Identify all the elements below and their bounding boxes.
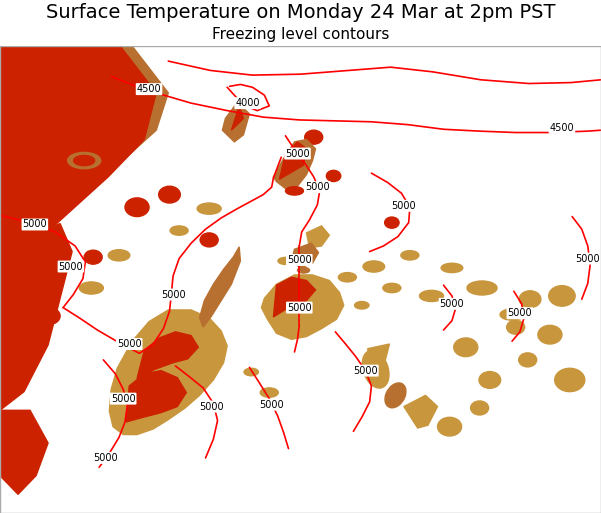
- Polygon shape: [222, 102, 249, 142]
- Ellipse shape: [500, 309, 524, 320]
- Ellipse shape: [441, 263, 463, 272]
- Ellipse shape: [385, 383, 406, 408]
- Text: 5000: 5000: [440, 299, 464, 309]
- Text: Freezing level contours: Freezing level contours: [212, 27, 389, 42]
- Text: 5000: 5000: [59, 262, 83, 271]
- Polygon shape: [137, 332, 198, 379]
- Ellipse shape: [285, 187, 304, 195]
- Ellipse shape: [74, 155, 95, 166]
- Text: 5000: 5000: [287, 255, 311, 265]
- Circle shape: [479, 371, 501, 388]
- Text: Surface Temperature on Monday 24 Mar at 2pm PST: Surface Temperature on Monday 24 Mar at …: [46, 4, 555, 23]
- Text: 5000: 5000: [285, 149, 310, 159]
- Polygon shape: [307, 226, 329, 248]
- Text: 5000: 5000: [508, 308, 532, 318]
- Circle shape: [84, 250, 102, 264]
- Text: 5000: 5000: [353, 366, 377, 376]
- Polygon shape: [404, 396, 438, 428]
- Circle shape: [125, 198, 149, 216]
- Text: 4500: 4500: [550, 123, 574, 133]
- Text: 5000: 5000: [305, 182, 329, 192]
- Ellipse shape: [467, 281, 497, 295]
- Polygon shape: [0, 410, 48, 495]
- Ellipse shape: [297, 267, 310, 273]
- Ellipse shape: [278, 258, 293, 264]
- Polygon shape: [273, 277, 316, 317]
- Circle shape: [555, 368, 585, 391]
- Text: 5000: 5000: [111, 393, 135, 404]
- Polygon shape: [231, 106, 243, 130]
- Ellipse shape: [383, 283, 401, 292]
- Circle shape: [519, 291, 541, 308]
- Circle shape: [454, 338, 478, 357]
- Text: 5000: 5000: [576, 253, 600, 264]
- Polygon shape: [273, 140, 316, 189]
- Ellipse shape: [419, 290, 444, 302]
- Ellipse shape: [260, 388, 278, 397]
- Polygon shape: [0, 224, 72, 410]
- Ellipse shape: [79, 282, 103, 294]
- Text: 5000: 5000: [117, 339, 141, 349]
- Circle shape: [538, 325, 562, 344]
- Circle shape: [305, 130, 323, 144]
- Text: 5000: 5000: [287, 303, 311, 312]
- Text: 5000: 5000: [93, 453, 117, 463]
- Text: 4000: 4000: [236, 98, 260, 108]
- Polygon shape: [261, 275, 344, 339]
- Polygon shape: [279, 142, 307, 179]
- Text: 5000: 5000: [392, 201, 416, 211]
- Circle shape: [549, 286, 575, 306]
- Ellipse shape: [401, 251, 419, 260]
- Circle shape: [326, 170, 341, 182]
- Ellipse shape: [338, 272, 356, 282]
- Polygon shape: [200, 247, 240, 327]
- Polygon shape: [291, 243, 319, 268]
- Circle shape: [159, 186, 180, 203]
- Polygon shape: [0, 46, 168, 224]
- Ellipse shape: [244, 368, 258, 376]
- Circle shape: [519, 353, 537, 367]
- Circle shape: [38, 308, 60, 324]
- Text: 5000: 5000: [260, 400, 284, 410]
- Ellipse shape: [363, 261, 385, 272]
- Ellipse shape: [197, 203, 221, 214]
- Polygon shape: [368, 344, 389, 370]
- Circle shape: [507, 320, 525, 334]
- Text: 5000: 5000: [23, 220, 47, 229]
- Text: 4500: 4500: [137, 84, 161, 94]
- Circle shape: [471, 401, 489, 415]
- Text: 5000: 5000: [200, 402, 224, 411]
- Text: 5000: 5000: [161, 289, 185, 300]
- Circle shape: [385, 217, 399, 228]
- Circle shape: [200, 233, 218, 247]
- Ellipse shape: [68, 152, 101, 169]
- Polygon shape: [109, 310, 227, 435]
- Ellipse shape: [108, 250, 130, 261]
- Ellipse shape: [362, 350, 389, 388]
- Polygon shape: [0, 46, 156, 242]
- Circle shape: [438, 417, 462, 436]
- Ellipse shape: [170, 226, 188, 235]
- Ellipse shape: [355, 302, 369, 309]
- Polygon shape: [126, 370, 186, 422]
